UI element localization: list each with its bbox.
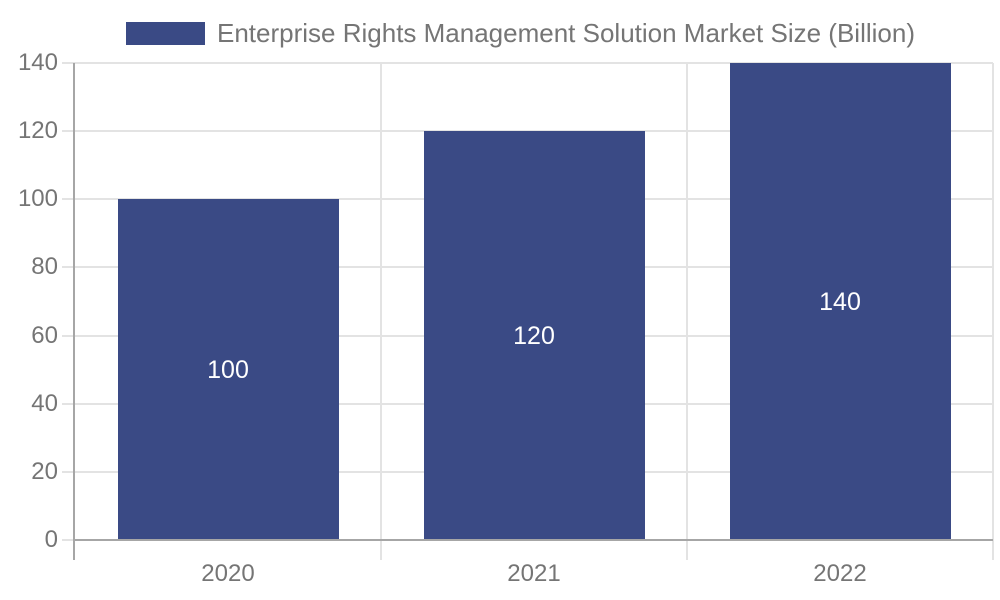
bar-value-label: 100 — [207, 355, 249, 384]
y-axis-tick — [62, 130, 75, 133]
y-tick-label: 120 — [17, 117, 58, 145]
x-axis-line — [73, 539, 993, 541]
y-tick-label: 40 — [31, 389, 58, 417]
bar — [117, 199, 339, 540]
y-axis-tick — [62, 402, 75, 405]
x-tick-label: 2020 — [201, 560, 255, 587]
y-axis-tick — [62, 198, 75, 201]
legend: Enterprise Rights Management Solution Ma… — [126, 18, 915, 48]
y-axis-tick — [62, 539, 75, 541]
legend-label: Enterprise Rights Management Solution Ma… — [217, 18, 915, 48]
gridline-vertical — [686, 63, 688, 540]
y-tick-label: 20 — [31, 457, 58, 485]
gridline-horizontal — [75, 62, 993, 64]
x-axis-tick — [380, 540, 382, 560]
bar-value-label: 140 — [819, 287, 861, 316]
y-axis-tick — [62, 470, 75, 473]
y-tick-label: 80 — [31, 253, 58, 281]
bar-value-label: 120 — [513, 321, 555, 350]
y-tick-label: 140 — [17, 49, 58, 76]
y-tick-label: 0 — [44, 526, 58, 553]
legend-swatch — [126, 22, 205, 45]
y-axis-tick — [62, 266, 75, 269]
y-axis-line — [73, 63, 75, 560]
gridline-vertical — [380, 63, 382, 540]
y-axis-tick — [62, 62, 75, 64]
x-tick-label: 2022 — [813, 560, 867, 587]
gridline-vertical — [992, 63, 994, 540]
bar — [423, 131, 645, 540]
x-axis-tick — [686, 540, 688, 560]
bar — [729, 63, 951, 540]
y-tick-label: 100 — [17, 185, 58, 213]
y-axis-tick — [62, 334, 75, 337]
y-tick-label: 60 — [31, 321, 58, 349]
x-tick-label: 2021 — [507, 560, 561, 587]
x-axis-tick — [992, 540, 994, 560]
